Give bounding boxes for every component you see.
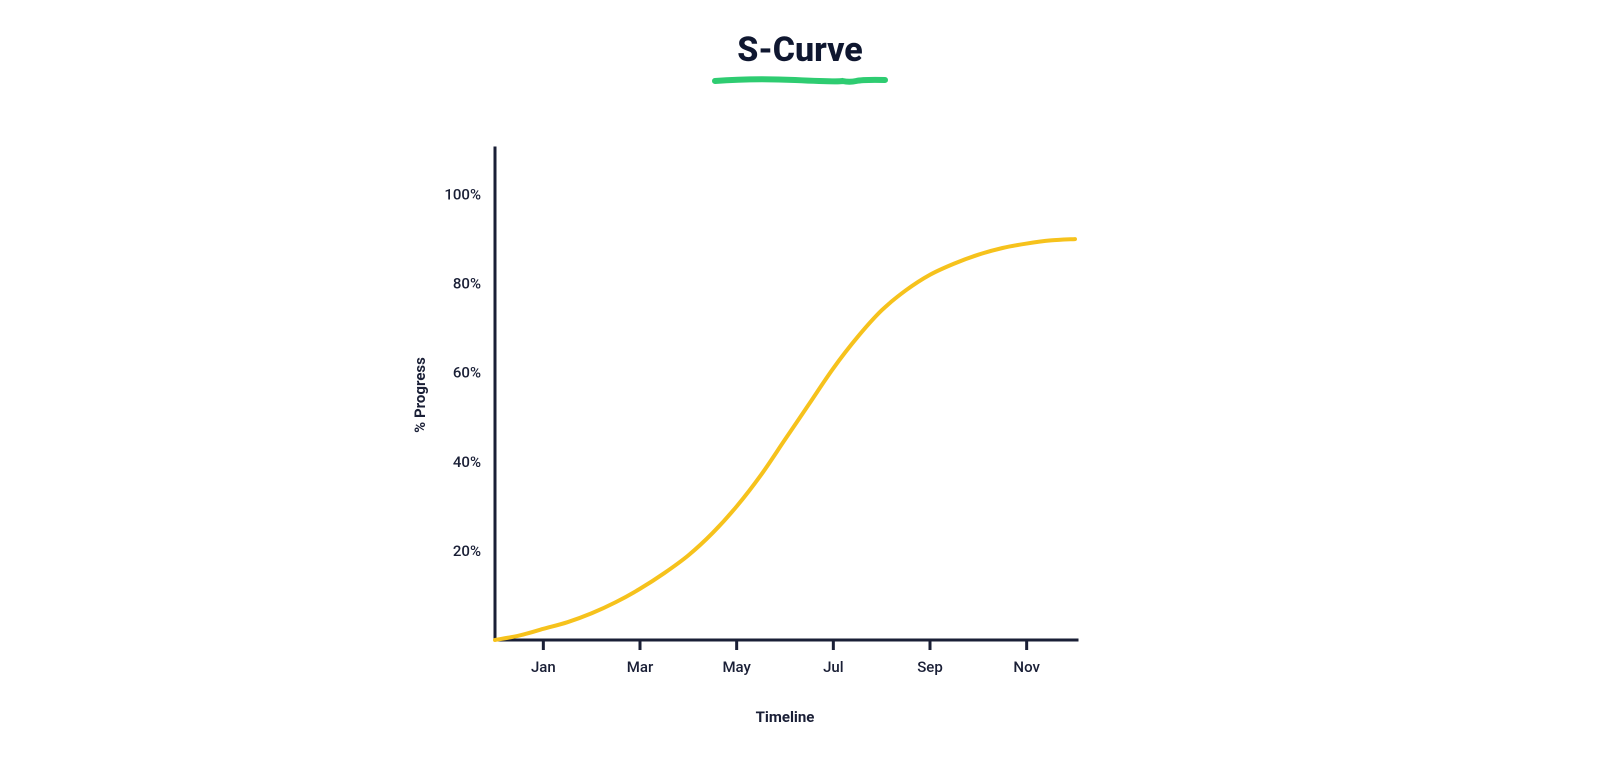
title-underline-icon	[710, 74, 890, 90]
x-tick-label: Jan	[531, 658, 556, 676]
y-tick-label: 20%	[453, 542, 481, 560]
y-tick-label: 80%	[453, 275, 481, 293]
chart-canvas: 20% 40% 60% 80% 100% Jan Mar May Jul Sep Nov	[400, 130, 1200, 730]
y-tick-label: 40%	[453, 453, 481, 471]
x-tick-label: Jul	[823, 658, 844, 676]
y-tick-label: 60%	[453, 364, 481, 382]
x-tick-label: Nov	[1013, 658, 1040, 676]
s-curve-line	[495, 239, 1075, 640]
s-curve-chart: 20% 40% 60% 80% 100% Jan Mar May Jul Sep Nov % Pro…	[400, 130, 1200, 730]
chart-title-block: S-Curve	[0, 30, 1600, 90]
y-tick-label: 100%	[444, 186, 481, 204]
x-tick-label: Sep	[917, 658, 943, 676]
x-axis-label: Timeline	[756, 708, 815, 726]
x-tick-label: Mar	[627, 658, 654, 676]
y-axis-label: % Progress	[411, 357, 429, 433]
x-tick-label: May	[722, 658, 751, 676]
chart-title: S-Curve	[737, 30, 862, 70]
